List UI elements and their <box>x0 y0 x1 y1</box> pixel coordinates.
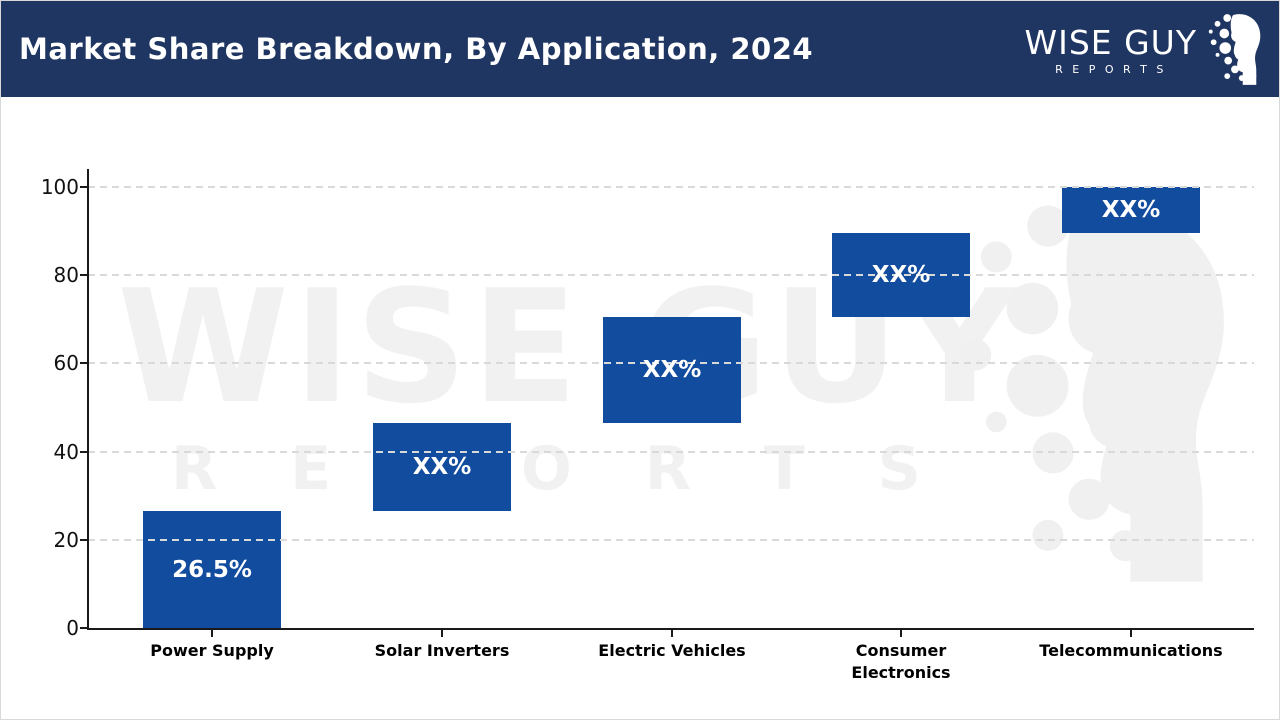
logo-wordmark: WISE GUY <box>1024 22 1197 62</box>
category-label-solar-inverters: Solar Inverters <box>374 641 510 660</box>
bar-label-consumer-electronics: XX% <box>871 262 931 289</box>
x-axis-line <box>87 628 1254 630</box>
gridline-40 <box>88 450 1254 453</box>
x-axis-tick-mark <box>671 630 673 637</box>
bar-telecommunications <box>1062 187 1200 234</box>
category-label-electric-vehicles: Electric Vehicles <box>598 641 746 660</box>
y-axis-tick-mark <box>80 186 87 188</box>
category-label-consumer-electronics: Consumer Electronics <box>851 641 951 682</box>
header-bar: Market Share Breakdown, By Application, … <box>1 1 1279 97</box>
gridline-100 <box>88 186 1254 188</box>
bar-electric-vehicles <box>603 317 741 423</box>
gridline-60 <box>88 362 1254 365</box>
x-axis-tick-mark <box>900 630 902 637</box>
bar-label-electric-vehicles: XX% <box>642 357 702 383</box>
y-axis-tick-mark <box>80 450 87 453</box>
x-axis-tick-mark <box>441 630 443 637</box>
bar-solar-inverters <box>373 422 511 512</box>
bar-label-telecommunications: XX% <box>1101 197 1161 224</box>
category-label-power-supply: Power Supply <box>150 641 274 660</box>
y-axis-tick-mark <box>80 627 87 629</box>
gridline-80 <box>88 274 1254 277</box>
y-axis-tick-mark <box>80 362 87 365</box>
chart-title: Market Share Breakdown, By Application, … <box>19 32 814 66</box>
logo-tagline: R E P O R T S <box>1055 62 1167 76</box>
y-axis-tick-label: 40 <box>53 439 79 464</box>
y-axis-tick-label: 20 <box>53 527 79 552</box>
wiseguy-logo: WISE GUY R E P O R T S <box>1024 12 1265 86</box>
logo-face-icon <box>1208 14 1261 85</box>
y-axis-tick-label: 80 <box>53 263 79 288</box>
watermark-face-icon <box>949 205 1224 582</box>
bar-power-supply <box>143 511 281 628</box>
logo-text: WISE GUY R E P O R T S <box>1024 23 1197 76</box>
y-axis-tick-label: 60 <box>53 351 79 376</box>
category-label-telecommunications: Telecommunications <box>1039 641 1223 660</box>
y-axis-tick-label: 100 <box>40 175 79 199</box>
x-axis-tick-mark <box>1130 630 1132 637</box>
bar-label-solar-inverters: XX% <box>412 454 472 481</box>
bar-label-power-supply: 26.5% <box>172 556 252 583</box>
watermark-tagline: R E P O R T S <box>171 434 947 504</box>
y-axis-tick-mark <box>80 538 87 541</box>
x-axis-tick-mark <box>211 630 213 637</box>
y-axis-line <box>87 169 89 630</box>
y-axis-tick-mark <box>80 274 87 277</box>
gridline-20 <box>88 538 1254 541</box>
y-axis-tick-label: 0 <box>66 616 79 640</box>
